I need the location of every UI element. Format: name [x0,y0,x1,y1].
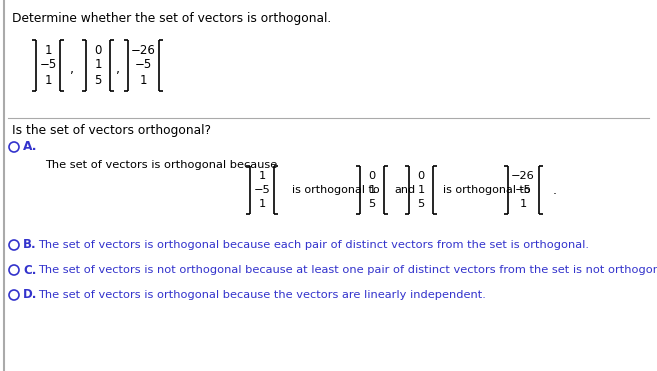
Text: is orthogonal to: is orthogonal to [292,185,380,195]
Text: 1: 1 [258,199,265,209]
Text: A.: A. [23,141,37,154]
Text: and: and [394,185,415,195]
Text: 1: 1 [417,185,424,195]
Text: −5: −5 [39,59,57,72]
Text: D.: D. [23,289,37,302]
Text: ,: , [116,63,120,76]
Text: 1: 1 [94,59,102,72]
Text: −26: −26 [131,43,156,56]
Text: 5: 5 [417,199,424,209]
Text: ,: , [70,63,74,76]
Text: −5: −5 [254,185,271,195]
Text: 1: 1 [258,171,265,181]
Text: −5: −5 [514,185,532,195]
Text: C.: C. [23,263,36,276]
Text: The set of vectors is not orthogonal because at least one pair of distinct vecto: The set of vectors is not orthogonal bec… [38,265,657,275]
Text: 1: 1 [369,185,376,195]
Text: −5: −5 [135,59,152,72]
Text: B.: B. [23,239,37,252]
Text: Determine whether the set of vectors is orthogonal.: Determine whether the set of vectors is … [12,12,331,25]
Text: −26: −26 [511,171,535,181]
Text: 1: 1 [44,43,52,56]
Text: 0: 0 [369,171,376,181]
Text: The set of vectors is orthogonal because: The set of vectors is orthogonal because [45,160,277,170]
Text: The set of vectors is orthogonal because the vectors are linearly independent.: The set of vectors is orthogonal because… [38,290,486,300]
Text: 5: 5 [95,73,102,86]
Text: 1: 1 [520,199,527,209]
Text: 5: 5 [369,199,376,209]
Text: Is the set of vectors orthogonal?: Is the set of vectors orthogonal? [12,124,211,137]
Text: 1: 1 [44,73,52,86]
Text: .: . [553,184,557,197]
Text: 0: 0 [95,43,102,56]
Text: 0: 0 [417,171,424,181]
Text: 1: 1 [139,73,147,86]
Text: The set of vectors is orthogonal because each pair of distinct vectors from the : The set of vectors is orthogonal because… [38,240,589,250]
Text: is orthogonal to: is orthogonal to [443,185,531,195]
